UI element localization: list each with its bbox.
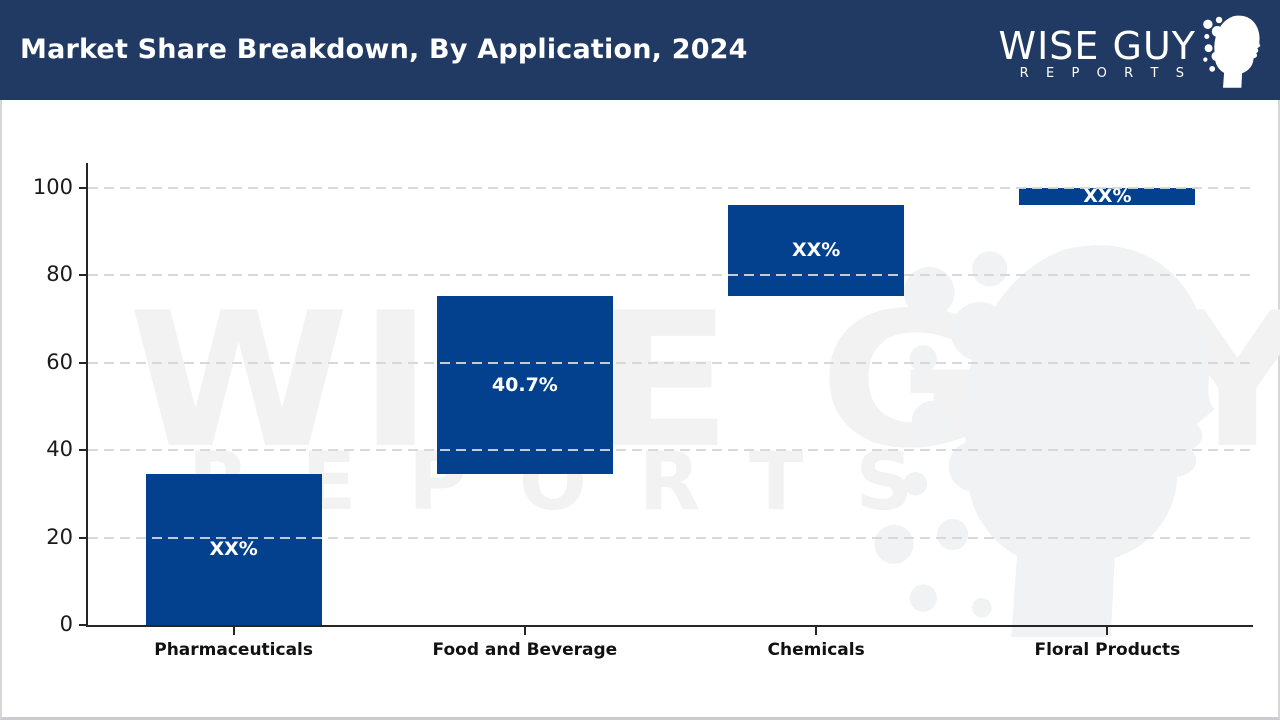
bar-value-label: XX% (1083, 185, 1132, 208)
logo-wordmark: WISE GUY (998, 24, 1196, 68)
bar-pharmaceuticals (145, 473, 322, 625)
y-tickmark (79, 449, 88, 451)
logo-subtitle: R E P O R T S (1019, 66, 1192, 81)
y-axis-spine (86, 163, 88, 627)
gridline-y60 (88, 361, 1253, 364)
gridline-y40 (88, 449, 1253, 451)
y-tickmark (79, 361, 88, 364)
wise-guy-reports-logo: WISE GUY R E P O R T S (999, 0, 1268, 100)
x-category-label: Floral Products (1034, 640, 1181, 660)
y-tickmark (79, 624, 88, 626)
x-tickmark (232, 627, 235, 635)
bar-chemicals (728, 205, 905, 296)
bar-floral-products (1019, 187, 1196, 205)
y-tick-label: 60 (46, 349, 73, 374)
face-profile-dots-icon (1203, 15, 1261, 88)
x-tickmark (815, 627, 818, 635)
y-tick-label: 40 (46, 437, 73, 461)
x-tickmark (1106, 627, 1109, 635)
y-tick-label: 100 (32, 174, 73, 199)
gridline-y20 (88, 536, 1253, 539)
gridline-y80 (88, 274, 1253, 276)
y-tick-label: 20 (46, 524, 73, 549)
watermark-face-profile-dots (874, 245, 1215, 638)
page-title: Market Share Breakdown, By Application, … (20, 34, 748, 65)
y-tickmark (79, 186, 88, 189)
bar-food-and-beverage (436, 295, 613, 474)
gridline-y100 (88, 186, 1253, 189)
x-category-label: Food and Beverage (432, 640, 618, 660)
header-band: Market Share Breakdown, By Application, … (0, 0, 1280, 100)
y-tick-label: 0 (59, 612, 73, 636)
y-tickmark (79, 536, 88, 539)
x-category-label: Chemicals (767, 640, 865, 660)
y-tick-label: 80 (46, 262, 73, 286)
x-category-label: Pharmaceuticals (154, 640, 313, 660)
bar-value-label: XX% (791, 239, 841, 262)
y-tickmark (79, 274, 88, 276)
x-tickmark (523, 627, 526, 635)
bar-value-label: 40.7% (491, 373, 558, 396)
x-axis-spine (86, 625, 1253, 627)
bar-value-label: XX% (209, 538, 258, 561)
